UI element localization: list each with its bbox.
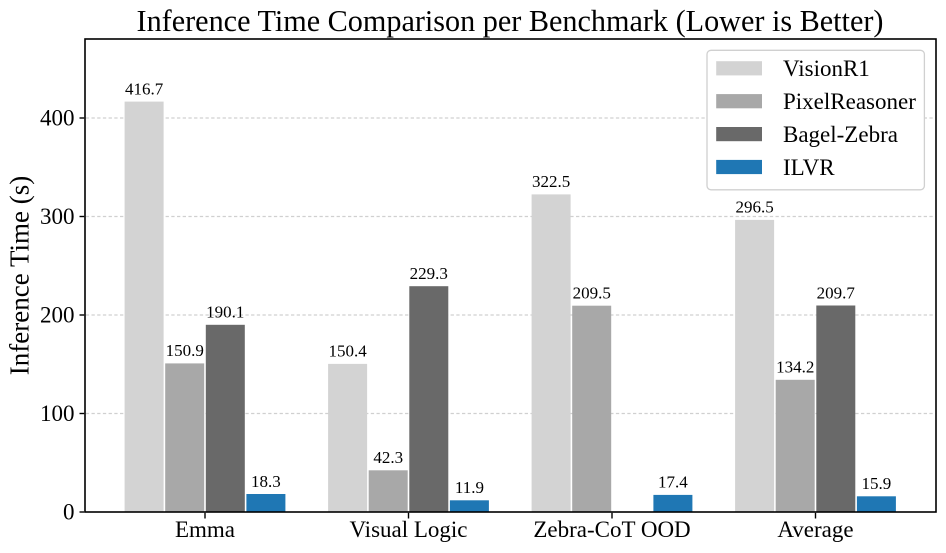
svg-text:229.3: 229.3 — [410, 264, 448, 283]
svg-text:Zebra-CoT OOD: Zebra-CoT OOD — [533, 517, 690, 542]
svg-text:42.3: 42.3 — [373, 448, 403, 467]
svg-text:322.5: 322.5 — [532, 172, 570, 191]
svg-text:17.4: 17.4 — [658, 473, 688, 492]
svg-text:Visual Logic: Visual Logic — [349, 517, 467, 542]
svg-text:416.7: 416.7 — [125, 79, 164, 98]
svg-text:15.9: 15.9 — [862, 474, 892, 493]
svg-text:200: 200 — [40, 303, 75, 328]
svg-text:11.9: 11.9 — [455, 478, 484, 497]
svg-text:190.1: 190.1 — [206, 303, 244, 322]
svg-text:150.4: 150.4 — [328, 342, 367, 361]
svg-text:Average: Average — [777, 517, 853, 542]
svg-text:209.5: 209.5 — [573, 284, 611, 303]
svg-text:100: 100 — [40, 401, 75, 426]
svg-text:150.9: 150.9 — [166, 341, 204, 360]
svg-text:Inference Time Comparison per: Inference Time Comparison per Benchmark … — [137, 4, 884, 38]
svg-text:209.7: 209.7 — [817, 283, 856, 302]
svg-text:VisionR1: VisionR1 — [783, 56, 870, 81]
svg-text:300: 300 — [40, 204, 75, 229]
svg-text:Emma: Emma — [175, 517, 235, 542]
svg-text:Inference Time (s): Inference Time (s) — [5, 176, 35, 375]
svg-text:0: 0 — [63, 500, 75, 525]
svg-text:Bagel-Zebra: Bagel-Zebra — [783, 122, 898, 147]
svg-text:134.2: 134.2 — [776, 358, 814, 377]
svg-text:18.3: 18.3 — [251, 472, 281, 491]
svg-text:296.5: 296.5 — [735, 198, 773, 217]
svg-text:PixelReasoner: PixelReasoner — [783, 89, 916, 114]
svg-text:400: 400 — [40, 106, 75, 131]
svg-text:ILVR: ILVR — [783, 155, 835, 180]
